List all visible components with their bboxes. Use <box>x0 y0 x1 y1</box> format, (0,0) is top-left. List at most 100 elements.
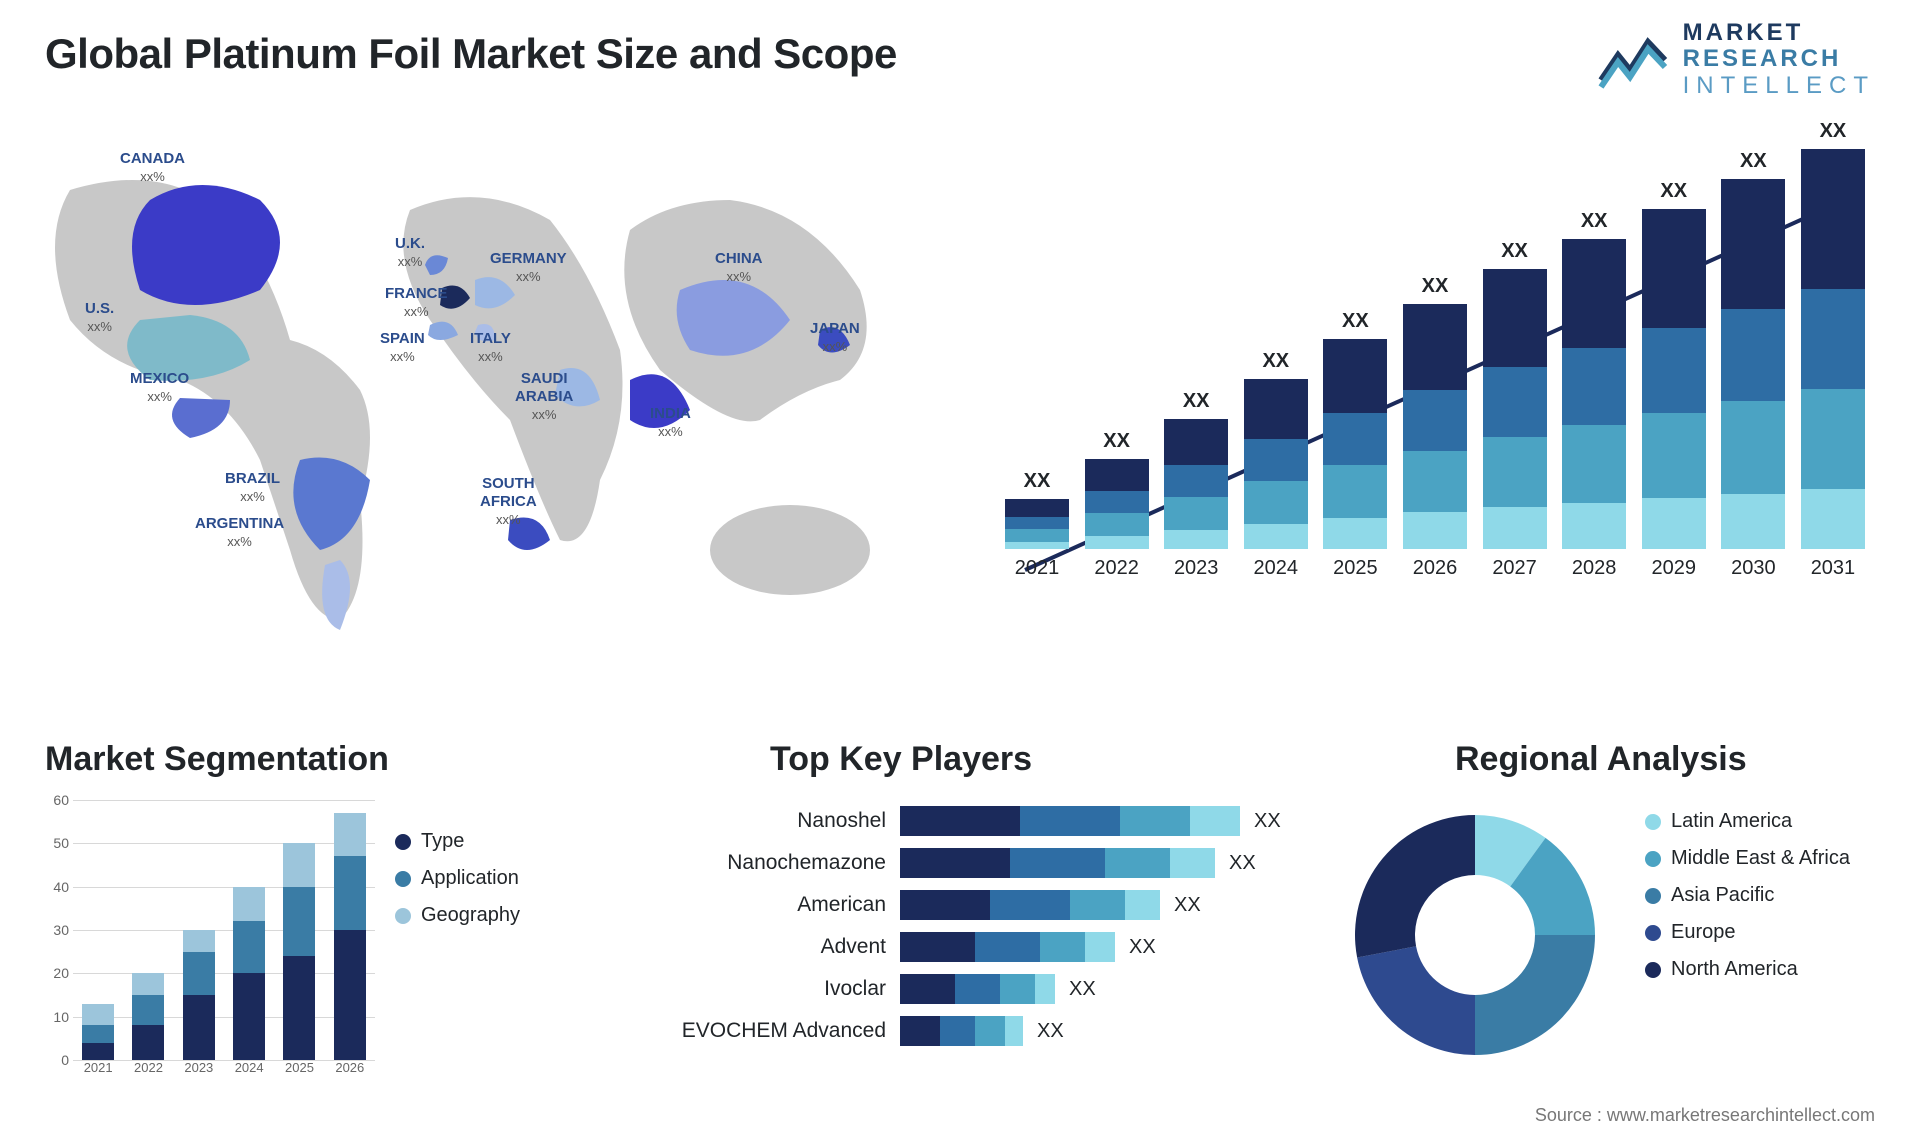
map-label: CHINAxx% <box>715 250 763 286</box>
player-name: Nanoshel <box>680 809 900 833</box>
growth-bar-year: 2028 <box>1572 557 1617 580</box>
page-title: Global Platinum Foil Market Size and Sco… <box>45 30 897 78</box>
map-label: MEXICOxx% <box>130 370 189 406</box>
player-bar <box>900 1016 1023 1046</box>
growth-bar-year: 2031 <box>1811 557 1856 580</box>
growth-bar <box>1483 269 1547 549</box>
map-label: SAUDIARABIAxx% <box>515 370 573 424</box>
source-text: Source : www.marketresearchintellect.com <box>1535 1105 1875 1126</box>
logo-icon <box>1598 30 1668 90</box>
map-label: GERMANYxx% <box>490 250 567 286</box>
map-label: INDIAxx% <box>650 405 691 441</box>
logo-line2: RESEARCH <box>1683 46 1875 72</box>
segmentation-bar <box>283 843 315 1060</box>
growth-bar-col: XX 2023 <box>1164 390 1228 580</box>
player-row: Nanoshel XX <box>680 806 1320 836</box>
player-value: XX <box>1037 1020 1064 1043</box>
segmentation-bar <box>183 930 215 1060</box>
player-value: XX <box>1229 852 1256 875</box>
growth-bar-year: 2023 <box>1174 557 1219 580</box>
player-bar <box>900 848 1215 878</box>
logo-line3: INTELLECT <box>1683 73 1875 99</box>
growth-bar-year: 2024 <box>1254 557 1299 580</box>
y-tick: 40 <box>53 879 69 895</box>
regional-title: Regional Analysis <box>1455 740 1747 779</box>
player-bar <box>900 974 1055 1004</box>
growth-bar <box>1721 179 1785 549</box>
growth-bar-value: XX <box>1820 120 1847 143</box>
growth-bar-col: XX 2028 <box>1562 210 1626 580</box>
growth-bar-value: XX <box>1660 180 1687 203</box>
growth-bar-value: XX <box>1501 240 1528 263</box>
map-label: CANADAxx% <box>120 150 185 186</box>
y-tick: 60 <box>53 792 69 808</box>
legend-item: Europe <box>1645 921 1850 944</box>
segmentation-year: 2023 <box>184 1060 213 1090</box>
player-row: Nanochemazone XX <box>680 848 1320 878</box>
growth-bar-year: 2030 <box>1731 557 1776 580</box>
legend-item: Type <box>395 830 520 853</box>
map-label: SOUTHAFRICAxx% <box>480 475 537 529</box>
player-name: EVOCHEM Advanced <box>680 1019 900 1043</box>
player-row: AdventXX <box>680 932 1320 962</box>
player-name: Advent <box>680 935 900 959</box>
players-section: Top Key Players NanoshelXXNanochemazoneX… <box>680 750 1320 1090</box>
segmentation-legend: TypeApplicationGeography <box>395 830 520 941</box>
legend-item: Application <box>395 867 520 890</box>
legend-item: Latin America <box>1645 810 1850 833</box>
player-value: XX <box>1174 894 1201 917</box>
y-tick: 50 <box>53 835 69 851</box>
growth-bar-year: 2022 <box>1094 557 1139 580</box>
growth-bar-col: XX 2022 <box>1085 430 1149 580</box>
segmentation-bar <box>334 813 366 1060</box>
growth-bar-col: XX 2024 <box>1244 350 1308 580</box>
player-name: Nanochemazone <box>680 851 900 875</box>
growth-bar-col: XX2025 <box>1323 310 1387 580</box>
segmentation-section: Market Segmentation 0102030405060 202120… <box>45 750 585 1090</box>
growth-bar-value: XX <box>1183 390 1210 413</box>
map-label: ITALYxx% <box>470 330 511 366</box>
growth-bar-value: XX <box>1262 350 1289 373</box>
segmentation-year: 2025 <box>285 1060 314 1090</box>
legend-item: Middle East & Africa <box>1645 847 1850 870</box>
growth-bar-value: XX <box>1024 470 1051 493</box>
map-label: JAPANxx% <box>810 320 860 356</box>
growth-bar-year: 2021 <box>1015 557 1060 580</box>
growth-bar-col: XX2029 <box>1642 180 1706 580</box>
player-value: XX <box>1254 810 1281 833</box>
regional-section: Regional Analysis Latin AmericaMiddle Ea… <box>1345 750 1875 1090</box>
growth-bar-year: 2026 <box>1413 557 1458 580</box>
segmentation-bar <box>233 887 265 1060</box>
y-tick: 0 <box>61 1052 69 1068</box>
growth-bar <box>1562 239 1626 549</box>
growth-bar-value: XX <box>1740 150 1767 173</box>
growth-bar-col: XX 2031 <box>1801 120 1865 580</box>
segmentation-bar <box>132 973 164 1060</box>
map-label: U.K.xx% <box>395 235 425 271</box>
map-label: U.S.xx% <box>85 300 114 336</box>
growth-chart: XX2021XX2022XX2023XX2024XX2025XX2026XX20… <box>995 150 1875 640</box>
growth-bar <box>1244 379 1308 549</box>
regional-donut <box>1345 805 1605 1065</box>
growth-bar-value: XX <box>1581 210 1608 233</box>
player-bar <box>900 890 1160 920</box>
regional-legend: Latin AmericaMiddle East & AfricaAsia Pa… <box>1645 810 1850 995</box>
player-row: IvoclarXX <box>680 974 1320 1004</box>
segmentation-bar <box>82 1004 114 1060</box>
growth-bar <box>1323 339 1387 549</box>
segmentation-year: 2022 <box>134 1060 163 1090</box>
player-bar <box>900 932 1115 962</box>
map-label: BRAZILxx% <box>225 470 280 506</box>
growth-bar <box>1801 149 1865 549</box>
y-tick: 30 <box>53 922 69 938</box>
players-title: Top Key Players <box>770 740 1032 779</box>
segmentation-title: Market Segmentation <box>45 740 389 779</box>
growth-bar <box>1642 209 1706 549</box>
donut-slice <box>1357 946 1475 1055</box>
segmentation-chart: 0102030405060 202120222023202420252026 <box>45 800 375 1090</box>
growth-bar-col: XX2027 <box>1483 240 1547 580</box>
legend-item: North America <box>1645 958 1850 981</box>
growth-bar-year: 2025 <box>1333 557 1378 580</box>
y-tick: 20 <box>53 965 69 981</box>
growth-bar-value: XX <box>1103 430 1130 453</box>
